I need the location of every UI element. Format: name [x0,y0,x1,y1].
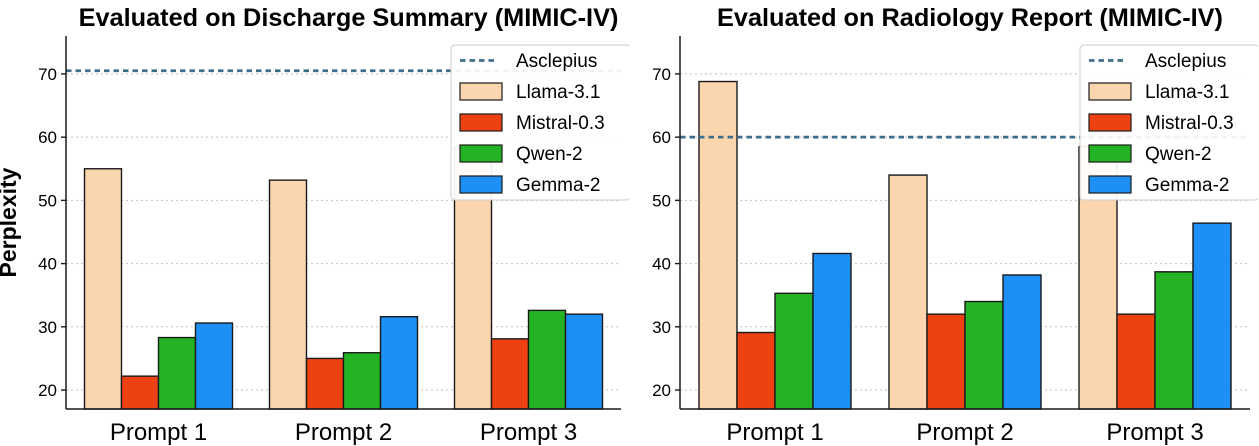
svg-text:Evaluated on Discharge Summary: Evaluated on Discharge Summary (MIMIC-IV… [79,4,619,32]
svg-text:Gemma-2: Gemma-2 [1145,175,1229,196]
svg-text:Qwen-2: Qwen-2 [516,144,583,165]
svg-text:60: 60 [652,128,671,147]
svg-text:30: 30 [652,318,671,337]
svg-text:50: 50 [38,191,57,210]
svg-text:Perplexity: Perplexity [0,167,21,277]
svg-text:Prompt 2: Prompt 2 [295,419,392,446]
svg-text:Prompt 1: Prompt 1 [110,419,207,446]
svg-text:Prompt 3: Prompt 3 [480,419,577,446]
svg-text:60: 60 [38,128,57,147]
svg-text:Gemma-2: Gemma-2 [516,175,600,196]
svg-text:30: 30 [38,318,57,337]
svg-text:Prompt 3: Prompt 3 [1106,419,1203,446]
svg-text:Llama-3.1: Llama-3.1 [1145,82,1230,103]
svg-text:Prompt 1: Prompt 1 [726,419,823,446]
svg-text:70: 70 [652,65,671,84]
svg-text:Asclepius: Asclepius [1145,51,1226,72]
svg-text:Evaluated on Radiology Report: Evaluated on Radiology Report (MIMIC-IV) [717,4,1223,32]
svg-text:40: 40 [652,255,671,274]
svg-text:40: 40 [38,255,57,274]
svg-text:Asclepius: Asclepius [516,51,597,72]
svg-text:Llama-3.1: Llama-3.1 [516,82,601,103]
svg-text:20: 20 [652,381,671,400]
svg-text:Prompt 2: Prompt 2 [916,419,1013,446]
svg-text:Mistral-0.3: Mistral-0.3 [516,113,605,134]
svg-text:Mistral-0.3: Mistral-0.3 [1145,113,1234,134]
svg-text:Qwen-2: Qwen-2 [1145,144,1212,165]
svg-text:70: 70 [38,65,57,84]
svg-text:20: 20 [38,381,57,400]
svg-text:50: 50 [652,191,671,210]
